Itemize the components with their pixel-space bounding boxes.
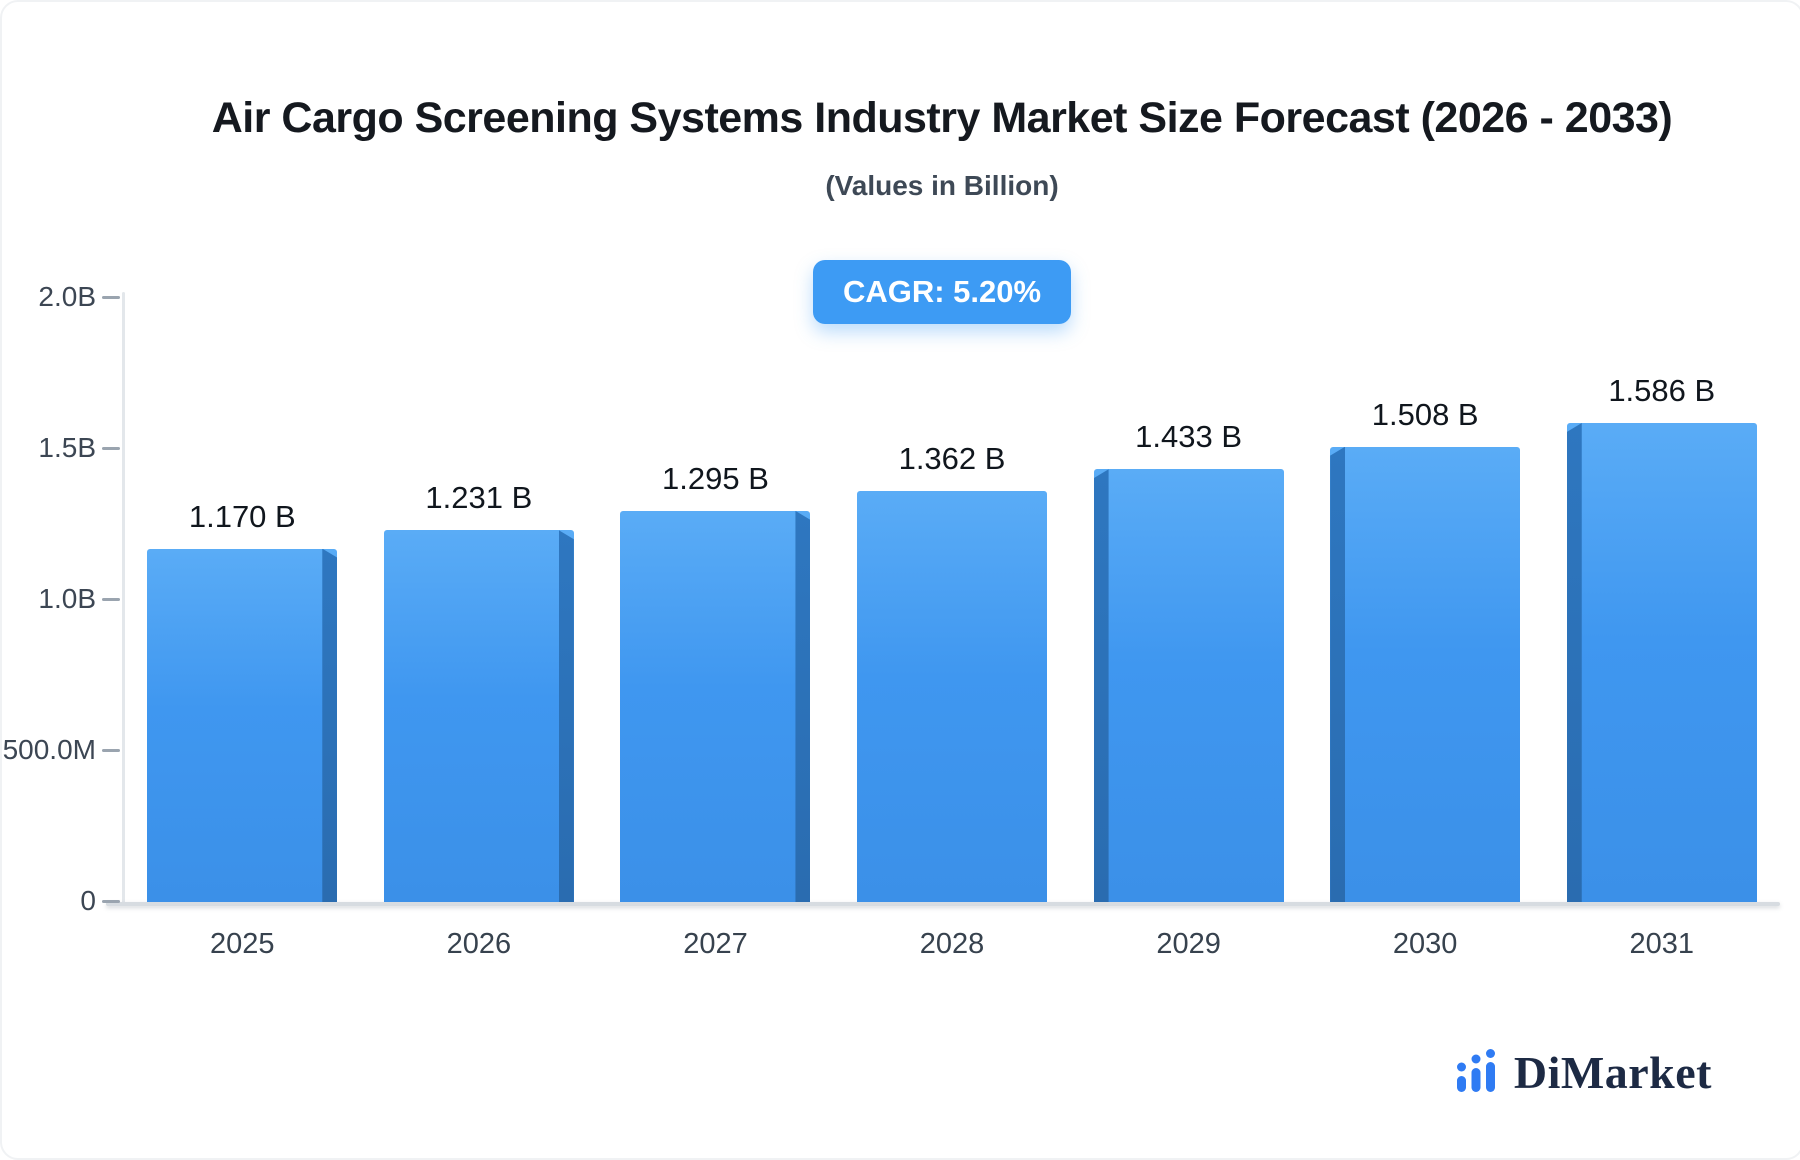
bar-side-face [1566, 423, 1582, 902]
bar: 1.586 B [1566, 373, 1757, 902]
bar: 1.231 B [383, 480, 574, 902]
y-axis-tick-label: 1.0B [38, 583, 96, 614]
chart-subtitle: (Values in Billion) [825, 170, 1059, 201]
bar-side-face [322, 548, 338, 902]
brand-name: DiMarket [1513, 1047, 1712, 1098]
bar-group: 1.170 B [124, 298, 361, 902]
plot-area: 1.170 B 1.231 B 1.295 B 1.362 B 1.433 B 1.508… [124, 298, 1780, 902]
y-axis: 2.0B 1.5B 1.0B 500.0M 0 [2, 281, 124, 916]
y-axis-tick-mark [102, 900, 120, 903]
bar-side-face [558, 530, 574, 902]
bar: 1.433 B [1093, 419, 1284, 902]
bar: 1.170 B [147, 499, 338, 902]
bar-value-label: 1.586 B [1608, 373, 1716, 409]
bar-side-face [1330, 446, 1346, 902]
bar-group: 1.586 B [1543, 298, 1780, 902]
x-axis-label: 2030 [1392, 928, 1458, 960]
x-axis: 2025 2026 2027 2028 2029 2030 2031 [124, 928, 1780, 961]
bar-group: 1.508 B [1307, 298, 1544, 902]
bar-group: 1.433 B [1070, 298, 1307, 902]
x-axis-label: 2028 [919, 928, 985, 960]
dimarket-logo-icon [1452, 1046, 1500, 1099]
bar-side-face [1093, 469, 1109, 902]
bar-value-label: 1.433 B [1135, 419, 1243, 455]
cagr-badge-wrap: CAGR: 5.20% [112, 260, 1772, 324]
y-axis-tick-mark [102, 447, 120, 450]
y-axis-tick-label: 2.0B [38, 281, 96, 312]
bar-value-label: 1.170 B [188, 498, 296, 534]
cagr-badge: CAGR: 5.20% [812, 260, 1072, 324]
bar: 1.295 B [620, 461, 811, 902]
y-axis-tick-mark [102, 598, 120, 601]
bar-group: 1.362 B [834, 298, 1071, 902]
bar-group: 1.295 B [597, 298, 834, 902]
x-axis-label: 2029 [1156, 928, 1221, 960]
brand-logo: DiMarket [1452, 1046, 1712, 1099]
bar: 1.508 B [1330, 397, 1521, 902]
y-axis-tick-mark [102, 296, 120, 299]
bar-side-face [795, 510, 811, 902]
bar-value-label: 1.295 B [662, 460, 769, 496]
bar: 1.362 B [857, 441, 1048, 902]
bar-group: 1.231 B [361, 298, 598, 902]
y-axis-tick-label: 0 [80, 885, 96, 916]
bar-value-label: 1.508 B [1371, 396, 1479, 432]
y-axis-line [122, 292, 125, 904]
x-axis-label: 2031 [1629, 928, 1695, 960]
y-axis-tick-label: 500.0M [2, 734, 96, 765]
x-axis-line [106, 902, 1780, 906]
x-axis-label: 2026 [446, 928, 512, 960]
x-axis-label: 2025 [210, 928, 275, 960]
y-axis-tick-mark [102, 749, 120, 752]
bar-value-label: 1.362 B [898, 440, 1006, 476]
x-axis-label: 2027 [683, 928, 748, 960]
chart-title: Air Cargo Screening Systems Industry Mar… [211, 94, 1673, 142]
y-axis-tick-label: 1.5B [38, 432, 96, 463]
bar-value-label: 1.231 B [425, 480, 533, 516]
